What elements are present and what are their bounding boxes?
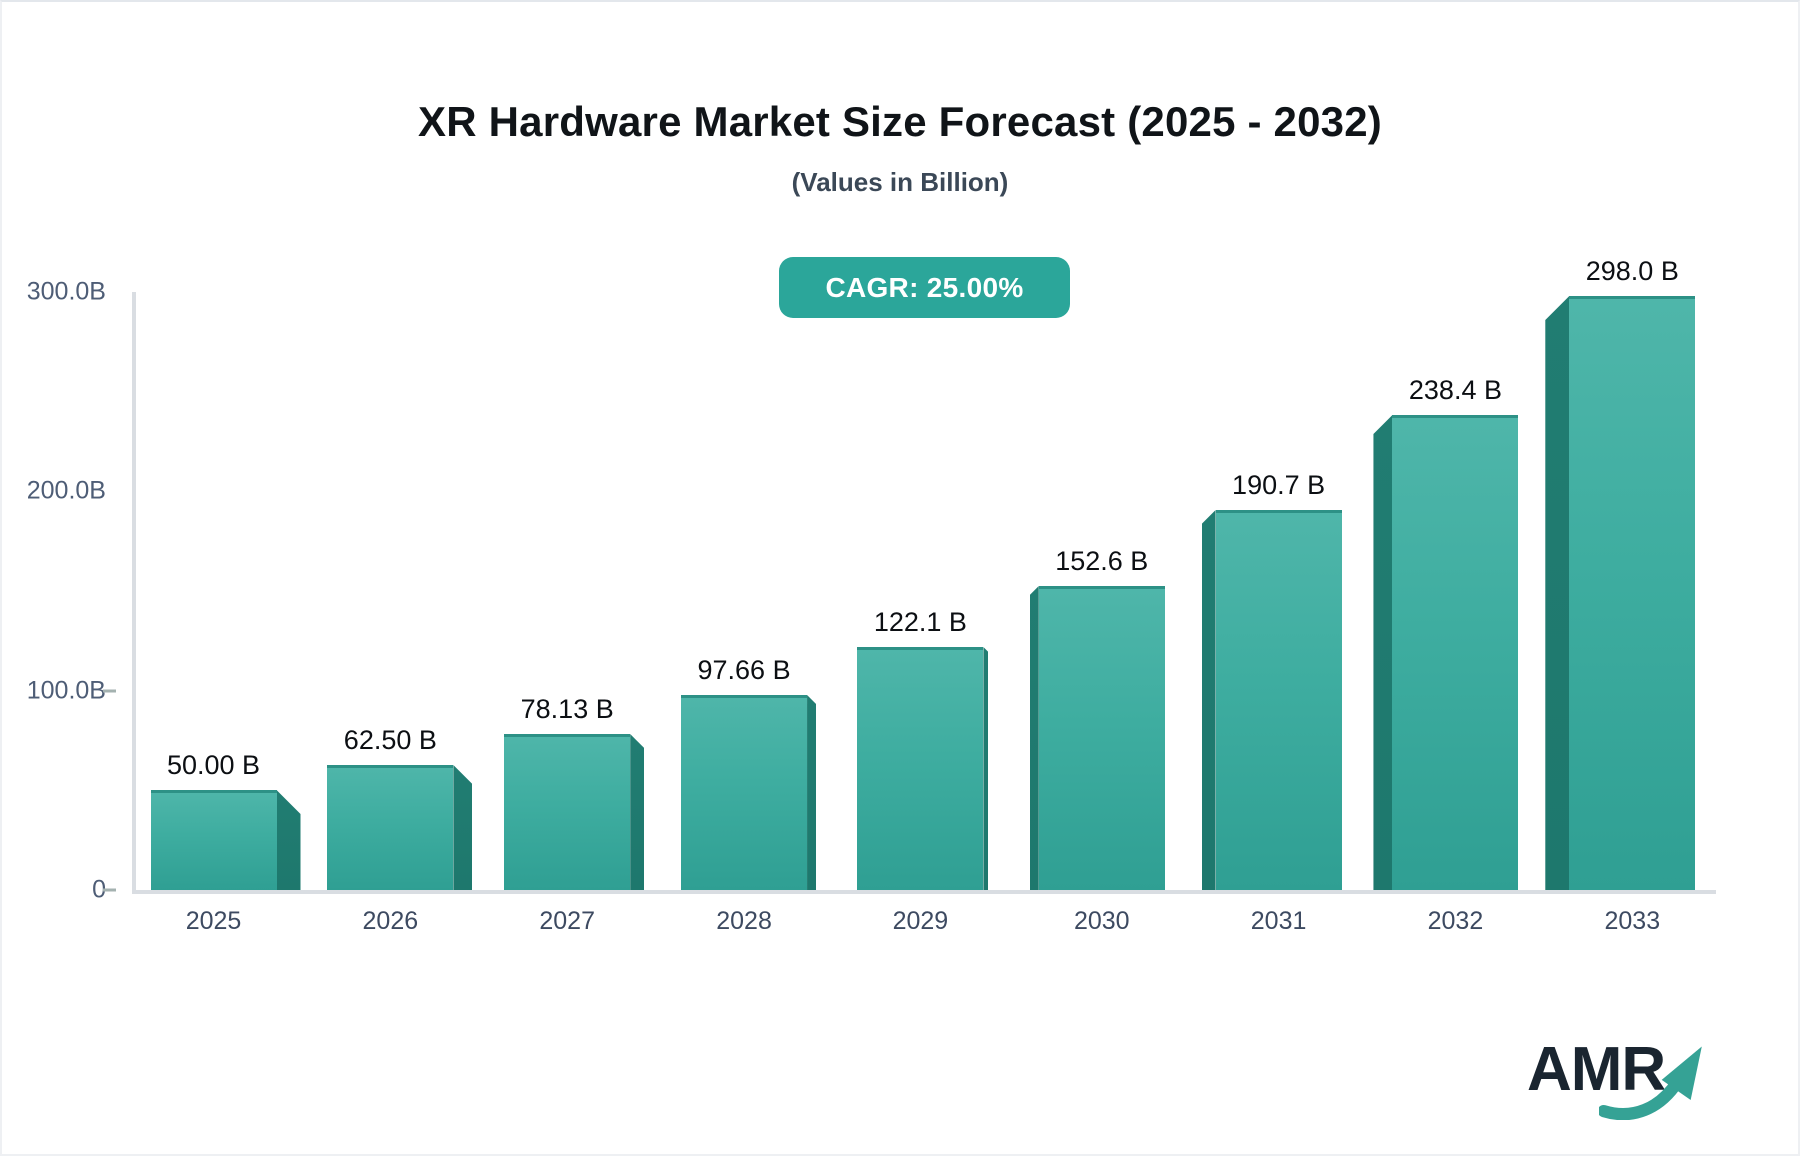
bar-side-2026: [453, 765, 473, 890]
y-axis-label-100: 100.0B: [26, 676, 106, 705]
value-label-2032: 238.4 B: [1408, 375, 1502, 405]
bar-side-2031: [1201, 510, 1216, 890]
value-label-2028: 97.66 B: [697, 655, 791, 685]
bar-face-2026: [327, 765, 454, 890]
bar-face-2032: [1392, 415, 1519, 890]
bar-side-2028: [807, 695, 817, 890]
cagr-badge-label: CAGR: 25.00%: [825, 271, 1024, 303]
x-tick-label-2028: 2028: [716, 907, 772, 935]
x-tick-label-2033: 2033: [1604, 907, 1661, 935]
bar-face-2025: [150, 790, 277, 890]
bar-face-2027: [504, 734, 631, 890]
value-label-2025: 50.00 B: [166, 750, 261, 780]
x-tick-label-2030: 2030: [1073, 907, 1130, 935]
amr-logo: AMR: [1527, 1030, 1717, 1120]
x-tick-label-2029: 2029: [892, 907, 949, 935]
chart-title: XR Hardware Market Size Forecast (2025 -…: [418, 98, 1382, 145]
bar-side-2030: [1029, 586, 1039, 890]
y-axis-tick-0: [103, 888, 116, 892]
bar-face-2033: [1569, 296, 1696, 890]
bar-face-2028: [681, 695, 808, 890]
bar-face-2029: [857, 647, 984, 890]
bar-side-2029: [983, 647, 989, 890]
bar-side-2027: [630, 734, 645, 890]
x-axis-line: [132, 890, 1716, 894]
y-axis-label-0: 0: [92, 875, 106, 904]
amr-logo-text: AMR: [1527, 1035, 1666, 1104]
y-axis-label-200: 200.0B: [26, 476, 106, 505]
value-label-2030: 152.6 B: [1055, 546, 1149, 576]
cagr-badge: CAGR: 25.00%: [779, 257, 1070, 318]
y-axis-label-300: 300.0B: [26, 277, 106, 306]
growth-arrow-icon: [1599, 1046, 1702, 1120]
y-axis-line: [132, 292, 136, 892]
bar-face-2030: [1038, 586, 1165, 890]
x-tick-label-2027: 2027: [539, 907, 595, 935]
value-label-2033: 298.0 B: [1585, 256, 1679, 286]
value-label-2029: 122.1 B: [873, 607, 967, 637]
bar-side-2033: [1545, 296, 1570, 890]
x-tick-label-2031: 2031: [1250, 907, 1307, 935]
value-label-2026: 62.50 B: [343, 725, 437, 755]
x-tick-label-2025: 2025: [185, 907, 242, 935]
bar-side-2025: [276, 790, 301, 890]
bar-side-2032: [1373, 415, 1393, 890]
y-axis-tick-100: [103, 689, 116, 693]
chart-subtitle: (Values in Billion): [791, 167, 1009, 197]
x-tick-label-2032: 2032: [1427, 907, 1484, 935]
x-tick-label-2026: 2026: [362, 907, 419, 935]
bar-face-2031: [1215, 510, 1342, 890]
value-label-2027: 78.13 B: [520, 694, 614, 724]
value-label-2031: 190.7 B: [1232, 470, 1326, 500]
